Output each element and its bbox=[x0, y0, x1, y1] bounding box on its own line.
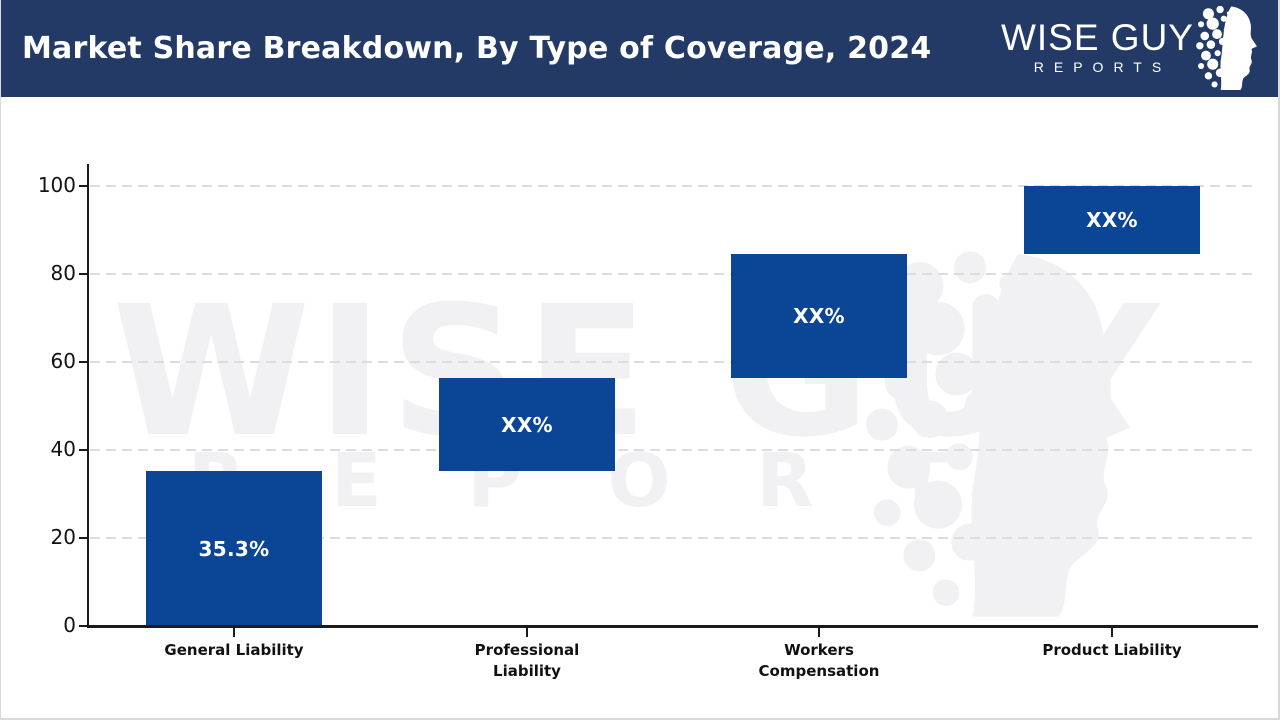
header-bar: Market Share Breakdown, By Type of Cover… bbox=[0, 0, 1280, 97]
x-tick-mark-1 bbox=[233, 628, 235, 637]
bar-segment-1: 35.3% bbox=[146, 471, 322, 626]
x-category-label-line: Liability bbox=[493, 662, 561, 680]
y-tick-label-100: 100 bbox=[37, 173, 76, 197]
y-tick-label-60: 60 bbox=[50, 349, 76, 373]
y-tick-label-0: 0 bbox=[63, 613, 76, 637]
x-category-label-line: Professional bbox=[474, 641, 580, 659]
watermark-face-logo-icon bbox=[866, 220, 1186, 640]
gridline-40 bbox=[90, 449, 1258, 451]
x-category-label-line: Product Liability bbox=[1042, 641, 1182, 659]
y-tick-mark-0 bbox=[79, 625, 87, 627]
x-category-label: Workers Compensation bbox=[699, 640, 939, 682]
y-tick-mark-80 bbox=[79, 273, 87, 275]
logo-face-icon bbox=[1196, 4, 1270, 90]
y-tick-mark-40 bbox=[79, 449, 87, 451]
x-category-label-line: Compensation bbox=[758, 662, 880, 680]
logo-wordmark: WISE GUY bbox=[1000, 17, 1194, 59]
x-category-label: General Liability bbox=[114, 640, 354, 661]
gridline-80 bbox=[90, 273, 1258, 275]
bar-value-label: XX% bbox=[793, 304, 845, 328]
y-tick-label-20: 20 bbox=[50, 525, 76, 549]
gridline-20 bbox=[90, 537, 1258, 539]
x-tick-mark-4 bbox=[1111, 628, 1113, 637]
wise-guy-reports-logo: WISE GUY REPORTS bbox=[1001, 4, 1270, 90]
page-title: Market Share Breakdown, By Type of Cover… bbox=[22, 31, 932, 66]
bar-value-label: XX% bbox=[501, 412, 553, 437]
y-tick-mark-20 bbox=[79, 537, 87, 539]
logo-text: WISE GUY REPORTS bbox=[1000, 17, 1194, 75]
gridline-100 bbox=[90, 185, 1258, 187]
logo-subtext: REPORTS bbox=[1033, 58, 1172, 75]
bar-value-label: 35.3% bbox=[198, 536, 270, 561]
x-category-label: Professional Liability bbox=[407, 640, 647, 682]
x-category-label: Product Liability bbox=[992, 640, 1232, 661]
y-tick-label-40: 40 bbox=[50, 437, 76, 461]
gridline-60 bbox=[90, 361, 1258, 363]
y-tick-mark-100 bbox=[79, 185, 87, 187]
bar-segment-4: XX% bbox=[1024, 186, 1200, 254]
x-tick-mark-2 bbox=[526, 628, 528, 637]
x-tick-mark-3 bbox=[818, 628, 820, 637]
y-tick-label-80: 80 bbox=[50, 261, 76, 285]
y-axis-line bbox=[87, 164, 89, 627]
x-axis-line bbox=[87, 625, 1258, 628]
y-tick-mark-60 bbox=[79, 361, 87, 363]
x-category-label-line: Workers bbox=[784, 641, 854, 659]
bar-segment-3: XX% bbox=[731, 254, 907, 378]
bar-segment-2: XX% bbox=[439, 378, 615, 471]
x-category-label-line: General Liability bbox=[164, 641, 304, 659]
bar-value-label: XX% bbox=[1086, 208, 1138, 232]
